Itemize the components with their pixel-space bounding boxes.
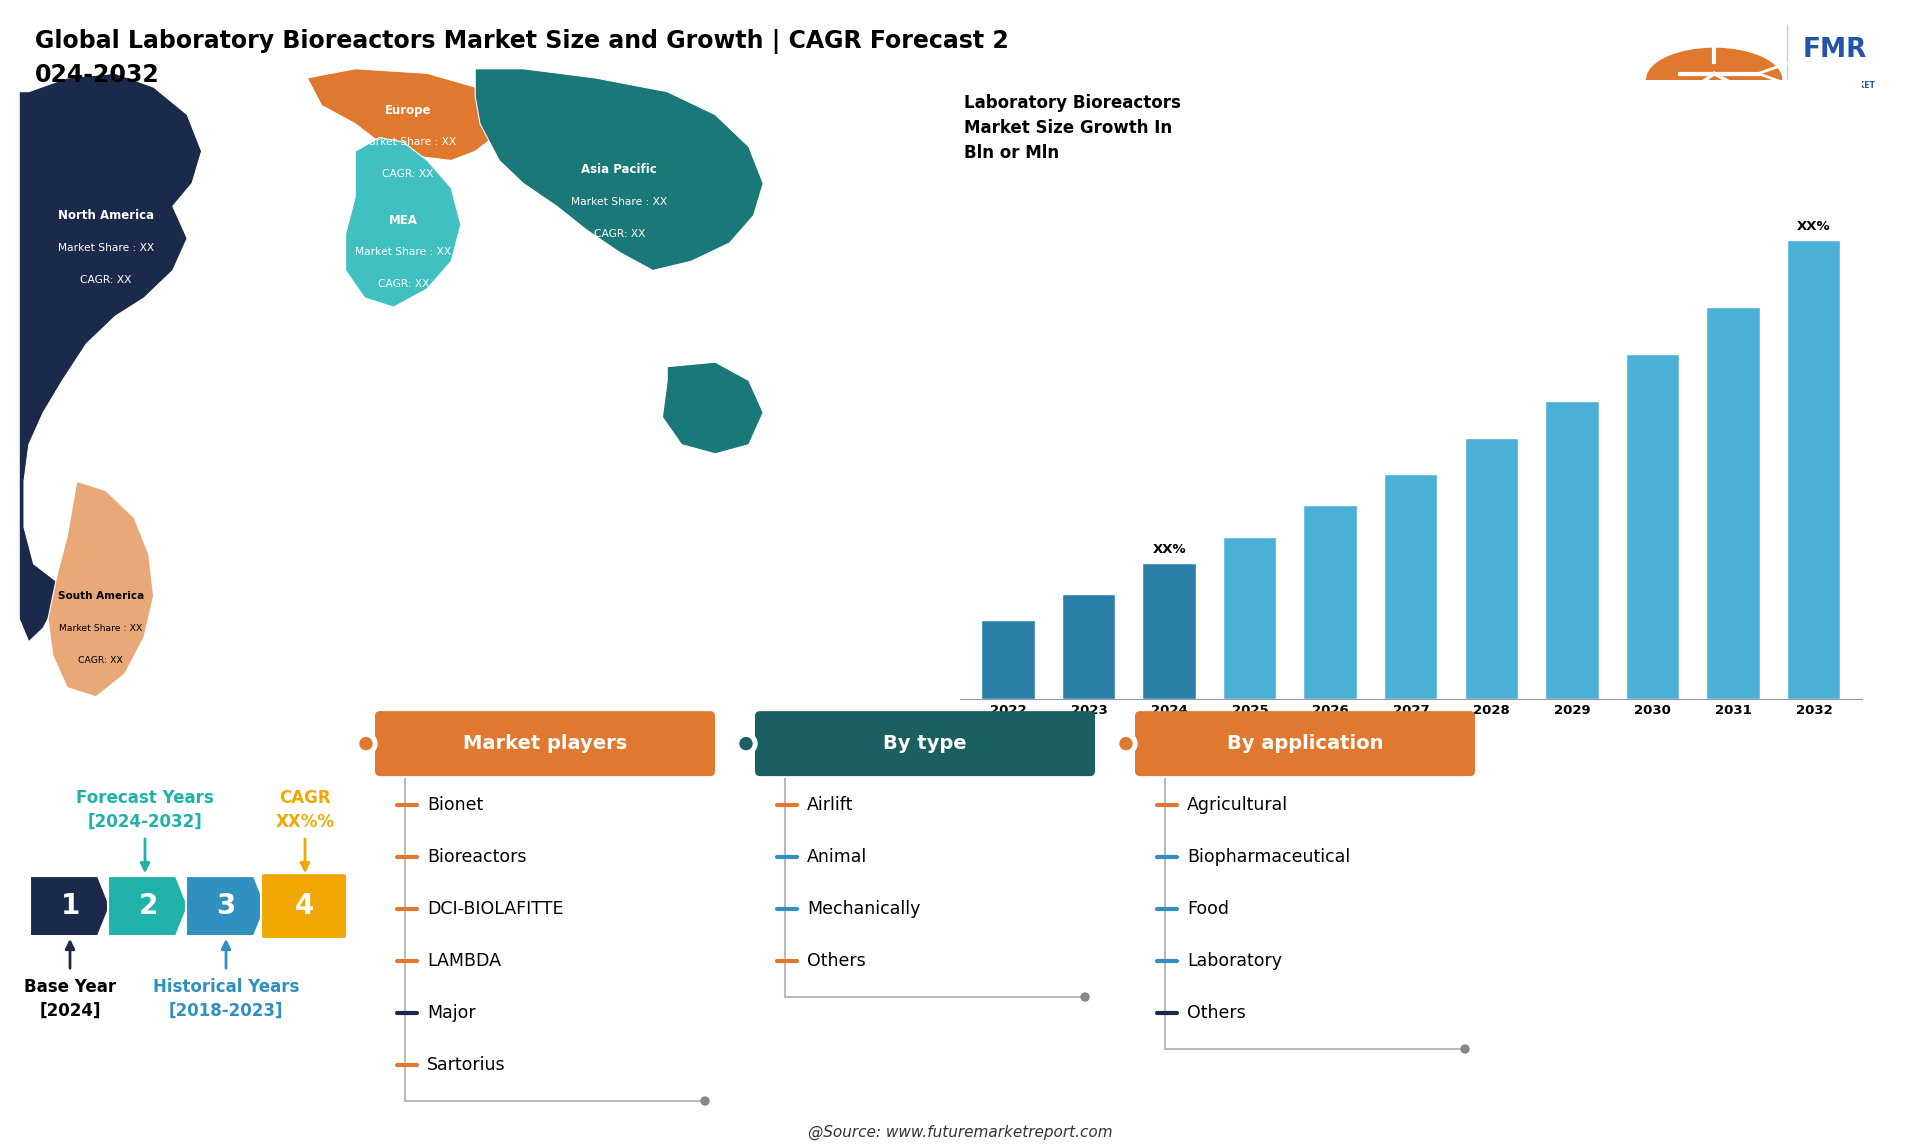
Text: FMR: FMR: [1803, 37, 1866, 63]
Text: Laboratory Bioreactors
Market Size Growth In
Bln or Mln: Laboratory Bioreactors Market Size Growt…: [964, 94, 1181, 162]
Circle shape: [735, 732, 756, 754]
Bar: [1626, 355, 1680, 699]
Polygon shape: [346, 138, 461, 307]
Bar: [1304, 507, 1357, 699]
Polygon shape: [662, 362, 764, 454]
Text: Bionet: Bionet: [426, 796, 484, 814]
Text: By type: By type: [883, 735, 968, 753]
Polygon shape: [19, 73, 202, 642]
Circle shape: [1693, 22, 1736, 41]
Circle shape: [1461, 1045, 1469, 1053]
Text: CAGR: XX: CAGR: XX: [593, 229, 645, 238]
Text: FUTURE MARKET: FUTURE MARKET: [1803, 81, 1876, 91]
Text: By application: By application: [1227, 735, 1382, 753]
Circle shape: [355, 732, 376, 754]
Text: Market Share : XX: Market Share : XX: [359, 138, 457, 147]
Text: Base Year
[2024]: Base Year [2024]: [23, 978, 115, 1020]
Text: South America: South America: [58, 591, 144, 601]
Text: Forecast Years
[2024-2032]: Forecast Years [2024-2032]: [77, 790, 213, 831]
Text: 2: 2: [138, 892, 157, 920]
Text: Major: Major: [426, 1004, 476, 1022]
Text: Market Share : XX: Market Share : XX: [355, 248, 451, 257]
Text: 024-2032: 024-2032: [35, 63, 159, 87]
Polygon shape: [186, 876, 267, 936]
Bar: [1384, 476, 1438, 699]
Text: Market players: Market players: [463, 735, 628, 753]
FancyBboxPatch shape: [374, 712, 714, 776]
FancyBboxPatch shape: [261, 873, 348, 939]
Text: Market Share : XX: Market Share : XX: [58, 243, 154, 252]
Text: 3: 3: [217, 892, 236, 920]
Text: Biopharmaceutical: Biopharmaceutical: [1187, 848, 1350, 866]
Text: CAGR
XX%%: CAGR XX%%: [275, 790, 334, 831]
Polygon shape: [476, 69, 764, 270]
Bar: [983, 621, 1035, 699]
Text: @Source: www.futuremarketreport.com: @Source: www.futuremarketreport.com: [808, 1125, 1112, 1140]
Bar: [1465, 439, 1519, 699]
Text: Historical Years
[2018-2023]: Historical Years [2018-2023]: [154, 978, 300, 1020]
Text: XX%: XX%: [1797, 220, 1832, 233]
Text: CAGR: XX: CAGR: XX: [382, 170, 434, 179]
Text: CAGR: XX: CAGR: XX: [81, 275, 131, 284]
Bar: [1142, 564, 1196, 699]
Circle shape: [1081, 994, 1089, 1002]
Text: LAMBDA: LAMBDA: [426, 952, 501, 970]
Text: Market Share : XX: Market Share : XX: [570, 197, 668, 206]
Bar: [1223, 537, 1277, 699]
Text: 1: 1: [60, 892, 79, 920]
Text: Sartorius: Sartorius: [426, 1055, 505, 1074]
Bar: [1546, 402, 1599, 699]
Text: Bioreactors: Bioreactors: [426, 848, 526, 866]
Text: North America: North America: [58, 209, 154, 222]
Text: Food: Food: [1187, 900, 1229, 918]
Polygon shape: [307, 69, 509, 160]
Circle shape: [701, 1097, 708, 1105]
Text: Europe: Europe: [384, 103, 432, 117]
Text: XX%: XX%: [1152, 543, 1187, 556]
Text: CAGR: XX: CAGR: XX: [378, 280, 428, 289]
Text: Airlift: Airlift: [806, 796, 852, 814]
Text: REPORT: REPORT: [1803, 100, 1837, 108]
Circle shape: [1647, 48, 1782, 111]
FancyBboxPatch shape: [755, 712, 1094, 776]
Text: MEA: MEA: [388, 213, 419, 227]
Polygon shape: [31, 876, 109, 936]
Text: Asia Pacific: Asia Pacific: [582, 163, 657, 176]
Circle shape: [739, 738, 753, 749]
Circle shape: [361, 738, 372, 749]
Bar: [1064, 595, 1116, 699]
Text: Others: Others: [806, 952, 866, 970]
Text: Agricultural: Agricultural: [1187, 796, 1288, 814]
Text: Others: Others: [1187, 1004, 1246, 1022]
Text: Animal: Animal: [806, 848, 868, 866]
Bar: [1788, 241, 1839, 699]
Circle shape: [1116, 732, 1137, 754]
Text: Mechanically: Mechanically: [806, 900, 920, 918]
Text: 4: 4: [294, 892, 313, 920]
Polygon shape: [108, 876, 188, 936]
Bar: [1707, 308, 1759, 699]
Polygon shape: [48, 481, 154, 697]
Circle shape: [1119, 738, 1133, 749]
Text: Market Share : XX: Market Share : XX: [60, 623, 142, 633]
Text: CAGR: XX: CAGR: XX: [79, 656, 123, 665]
Text: DCI-BIOLAFITTE: DCI-BIOLAFITTE: [426, 900, 563, 918]
Text: Global Laboratory Bioreactors Market Size and Growth | CAGR Forecast 2: Global Laboratory Bioreactors Market Siz…: [35, 29, 1008, 54]
FancyBboxPatch shape: [1135, 712, 1475, 776]
Text: Laboratory: Laboratory: [1187, 952, 1283, 970]
